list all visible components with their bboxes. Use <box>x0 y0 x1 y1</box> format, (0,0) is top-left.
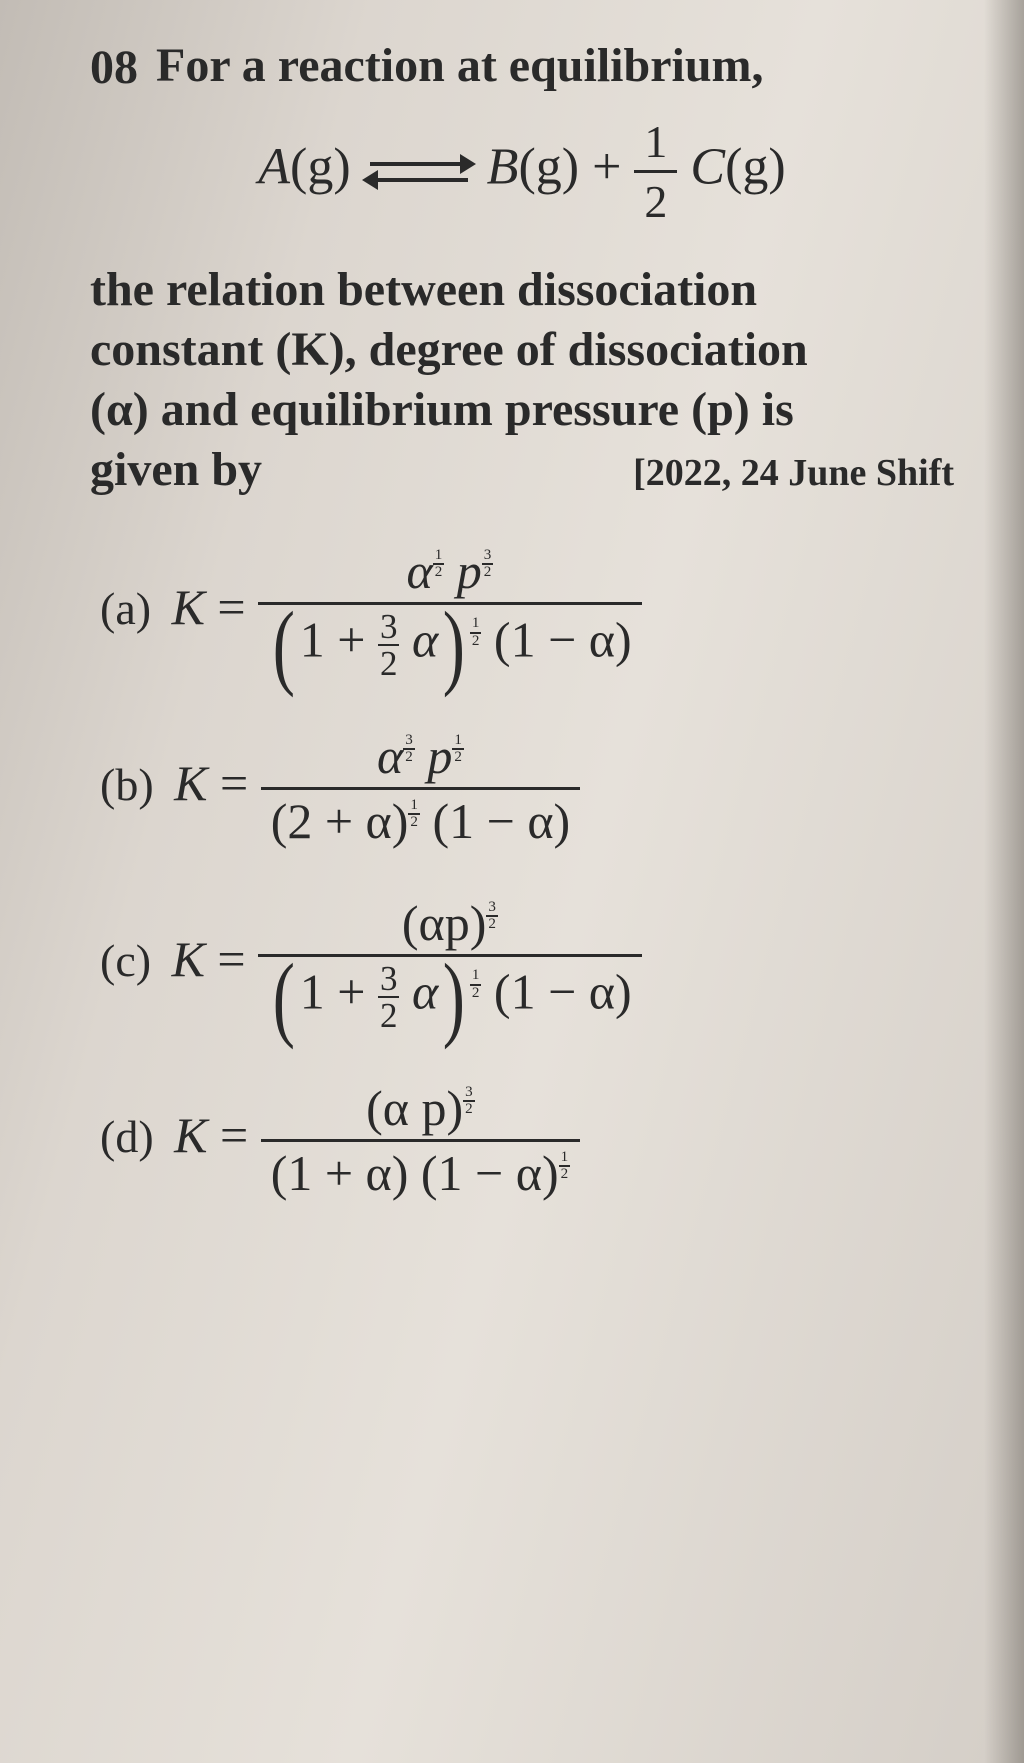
coeff-num: 1 <box>634 113 677 173</box>
stem-line-1: For a reaction at equilibrium, <box>156 39 764 92</box>
option-d-denominator: (1 + α) (1 − α)12 <box>261 1142 580 1204</box>
coeff-den: 2 <box>634 173 677 230</box>
option-a-eq: = <box>217 579 245 635</box>
phase-a: (g) <box>290 138 351 195</box>
equilibrium-arrow-icon <box>364 152 474 192</box>
species-c: C <box>690 138 725 195</box>
attribution: [2022, 24 June Shift <box>613 450 954 498</box>
option-d: (d) K = (α p)32 (1 + α) (1 − α)12 <box>100 1077 954 1204</box>
option-b-label: (b) <box>100 759 154 810</box>
option-c-eq: = <box>217 931 245 987</box>
option-b-K: K <box>174 755 207 811</box>
option-b-numerator: α32 p12 <box>261 725 580 790</box>
option-d-label: (d) <box>100 1111 154 1162</box>
given-row: given by [2022, 24 June Shift <box>90 440 954 500</box>
option-b-tail: (1 − α) <box>432 793 570 849</box>
reaction-equation: A(g) B(g) + 1 2 C(g) <box>90 113 954 230</box>
option-a-K: K <box>172 579 205 635</box>
plus-sign: + <box>592 138 621 195</box>
option-b: (b) K = α32 p12 (2 + α)12 (1 − α) <box>100 725 954 852</box>
option-c-fraction: (αp)32 ( 1 + 32 α ) 12 (1 − α) <box>258 892 642 1037</box>
option-c-den-paren: ( 1 + 32 α ) <box>268 959 470 1035</box>
option-c-K: K <box>172 931 205 987</box>
option-c-denominator: ( 1 + 32 α ) 12 (1 − α) <box>258 957 642 1037</box>
species-a: A <box>258 138 290 195</box>
option-d-numerator: (α p)32 <box>261 1077 580 1142</box>
stem-line-2a: the relation between dissociation <box>90 260 954 320</box>
option-a-label: (a) <box>100 583 151 634</box>
page: 08 For a reaction at equilibrium, A(g) B… <box>0 0 1024 1763</box>
species-b: B <box>487 138 519 195</box>
stem-block: the relation between dissociation consta… <box>90 260 954 500</box>
option-a-den-paren: ( 1 + 32 α ) <box>268 607 470 683</box>
page-edge-shadow <box>984 0 1024 1763</box>
option-d-K: K <box>174 1107 207 1163</box>
given-by-text: given by <box>90 440 262 500</box>
option-c-label: (c) <box>100 935 151 986</box>
option-c-tail: (1 − α) <box>494 963 632 1019</box>
phase-c: (g) <box>725 138 786 195</box>
option-a-tail: (1 − α) <box>494 611 632 667</box>
option-a-denominator: ( 1 + 32 α ) 12 (1 − α) <box>258 605 642 685</box>
question-number: 08 <box>90 40 138 95</box>
phase-b: (g) <box>518 138 579 195</box>
option-d-eq: = <box>220 1107 248 1163</box>
coeff-half: 1 2 <box>634 113 677 230</box>
stem-line-2b: constant (K), degree of dissociation <box>90 320 954 380</box>
option-a: (a) K = α12 p32 ( 1 + 32 α ) 12 (1 <box>100 540 954 685</box>
option-b-fraction: α32 p12 (2 + α)12 (1 − α) <box>261 725 580 852</box>
option-a-fraction: α12 p32 ( 1 + 32 α ) 12 (1 − α) <box>258 540 642 685</box>
option-d-fraction: (α p)32 (1 + α) (1 − α)12 <box>261 1077 580 1204</box>
option-c: (c) K = (αp)32 ( 1 + 32 α ) 12 (1 − α) <box>100 892 954 1037</box>
option-b-denominator: (2 + α)12 (1 − α) <box>261 790 580 852</box>
option-b-eq: = <box>220 755 248 811</box>
stem-line-2c: (α) and equilibrium pressure (p) is <box>90 380 954 440</box>
question-header: 08 For a reaction at equilibrium, <box>90 40 954 95</box>
